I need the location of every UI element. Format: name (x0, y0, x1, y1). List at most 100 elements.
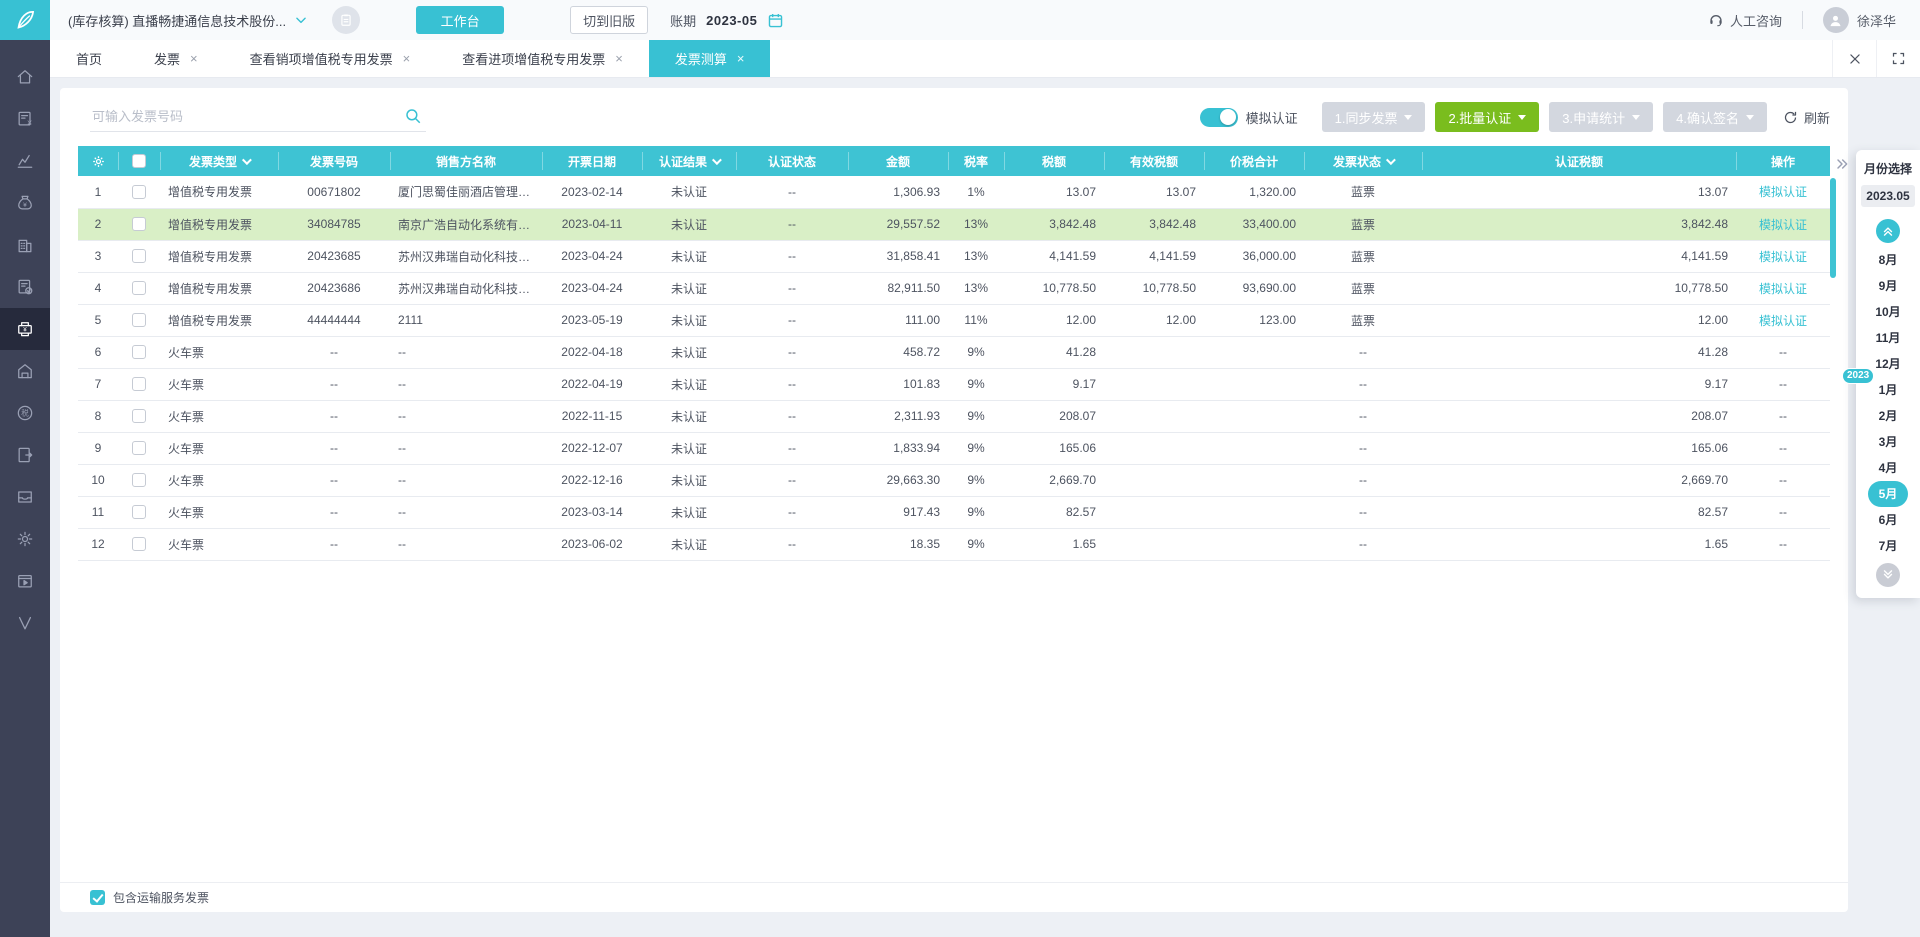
simulate-cert-link[interactable]: 模拟认证 (1758, 313, 1807, 328)
month-option-8月[interactable]: 8月 (1868, 247, 1908, 273)
sidebar-item-money-bag[interactable]: ¥ (0, 182, 50, 224)
step-button-3[interactable]: 3.申请统计 (1549, 102, 1654, 132)
calendar-icon[interactable] (767, 12, 784, 29)
step-button-1[interactable]: 1.同步发票 (1321, 102, 1426, 132)
row-checkbox[interactable] (132, 537, 146, 552)
tab-1[interactable]: 首页 (50, 40, 128, 77)
month-option-1月[interactable]: 1月 2023 (1842, 368, 1908, 403)
row-checkbox[interactable] (132, 441, 146, 456)
sort-caret-icon[interactable] (711, 154, 722, 165)
tab-2[interactable]: 发票 × (128, 40, 224, 77)
month-option-4月[interactable]: 4月 (1868, 455, 1908, 481)
month-label: 6月 (1878, 513, 1898, 527)
step-button-4[interactable]: 4.确认签名 (1663, 102, 1767, 132)
row-checkbox[interactable] (132, 473, 146, 488)
table-row-12[interactable]: 12 火车票 -- -- 2023-06-02 未认证 -- 18.35 9% 1.65 -- 1.6… (78, 528, 1830, 561)
simulate-cert-link[interactable]: 模拟认证 (1758, 217, 1807, 232)
row-checkbox[interactable] (132, 281, 146, 296)
sidebar-item-carryover[interactable] (0, 434, 50, 476)
table-scrollbar[interactable] (1830, 178, 1836, 278)
sidebar-item-inbox[interactable] (0, 476, 50, 518)
search-icon[interactable] (404, 107, 422, 125)
month-option-10月[interactable]: 10月 (1868, 299, 1908, 325)
select-all-header[interactable] (118, 146, 160, 176)
sort-caret-icon[interactable] (241, 154, 252, 165)
cell-valid-tax: 4,141.59 (1104, 240, 1204, 273)
header-invoice-status[interactable]: 发票状态 (1304, 146, 1422, 176)
select-all-checkbox[interactable] (132, 154, 146, 169)
table-row-2[interactable]: 2 增值税专用发票34084785南京广浩自动化系统有限责任公司2023-04-1… (78, 208, 1830, 241)
row-checkbox[interactable] (132, 313, 146, 328)
cell-cert-result: 未认证 (642, 176, 736, 209)
row-checkbox[interactable] (132, 185, 146, 200)
scroll-months-up-icon[interactable] (1876, 219, 1900, 243)
simulate-cert-link[interactable]: 模拟认证 (1758, 249, 1807, 264)
tab-close-icon[interactable]: × (402, 51, 411, 66)
table-row-6[interactable]: 6 火车票 -- -- 2022-04-18 未认证 -- 458.72 9% 41.28 -- 41… (78, 336, 1830, 369)
tab-close-icon[interactable]: × (190, 51, 198, 66)
tab-5[interactable]: 发票测算 × (648, 40, 771, 77)
table-row-9[interactable]: 9 火车票 -- -- 2022-12-07 未认证 -- 1,833.94 9% 165.06-… (78, 432, 1830, 465)
invoice-number-search-input[interactable] (90, 102, 426, 132)
refresh-button[interactable]: 刷新 (1783, 108, 1830, 127)
row-checkbox[interactable] (132, 249, 146, 264)
month-option-2月[interactable]: 2月 (1868, 403, 1908, 429)
simulate-cert-link[interactable]: 模拟认证 (1758, 185, 1807, 200)
sidebar-item-gear[interactable] (0, 518, 50, 560)
table-row-7[interactable]: 7 火车票 -- -- 2022-04-19 未认证 -- 101.83 9% 9.17 -- 9.1… (78, 368, 1830, 401)
step-button-2[interactable]: 2.批量认证 (1435, 102, 1540, 132)
user-menu[interactable]: 徐泽华 (1822, 7, 1896, 33)
header-invoice-type[interactable]: 发票类型 (160, 146, 278, 176)
sort-caret-icon[interactable] (1385, 154, 1396, 165)
app-logo[interactable] (0, 0, 50, 40)
month-option-6月[interactable]: 6月 (1868, 507, 1908, 533)
month-option-12月[interactable]: 12月 (1868, 351, 1908, 377)
sidebar-item-invoice-print[interactable]: ¥ (0, 308, 50, 350)
table-row-5[interactable]: 5 增值税专用发票 44444444 2111 2023-05-19 未认证 -- 111.0… (78, 304, 1830, 337)
table-row-10[interactable]: 10 火车票 -- -- 2022-12-16 未认证 -- 29,663.30 9% 2,669… (78, 464, 1830, 497)
row-checkbox[interactable] (132, 345, 146, 360)
row-checkbox[interactable] (132, 377, 146, 392)
human-support-button[interactable]: 人工咨询 (1708, 11, 1782, 30)
column-settings-header[interactable] (78, 146, 118, 176)
row-checkbox[interactable] (132, 409, 146, 424)
table-row-11[interactable]: 11 火车票 -- -- 2023-03-14 未认证 -- 917.43 9% 82.57 -- 8… (78, 496, 1830, 529)
row-checkbox[interactable] (132, 217, 146, 232)
month-option-9月[interactable]: 9月 (1868, 273, 1908, 299)
month-option-7月[interactable]: 7月 (1868, 533, 1908, 559)
table-row-8[interactable]: 8 火车票 -- -- 2022-11-15 未认证 -- 2,311.93 9% 208.07-… (78, 400, 1830, 433)
sidebar-item-v-logo[interactable] (0, 602, 50, 644)
simulate-cert-toggle[interactable] (1199, 107, 1238, 127)
sidebar-item-voucher[interactable]: ¥ (0, 98, 50, 140)
tab-close-icon[interactable]: × (615, 51, 623, 66)
month-option-5月[interactable]: 5月 (1868, 481, 1908, 507)
table-row-3[interactable]: 3 增值税专用发票20423685苏州汉弗瑞自动化科技有限公司2023-04-24… (78, 240, 1830, 273)
clipboard-badge-icon[interactable] (332, 6, 361, 34)
month-option-11月[interactable]: 11月 (1868, 325, 1908, 351)
table-row-4[interactable]: 4 增值税专用发票20423686苏州汉弗瑞自动化科技有限公司2023-04-24… (78, 272, 1830, 305)
tab-4[interactable]: 查看进项增值税专用发票 × (436, 40, 649, 77)
header-cert-result[interactable]: 认证结果 (642, 146, 736, 176)
month-label: 1月 (1878, 383, 1898, 397)
sidebar-item-video[interactable] (0, 560, 50, 602)
tab-close-icon[interactable]: × (736, 51, 745, 66)
sidebar-item-home[interactable] (0, 56, 50, 98)
close-all-tabs-icon[interactable] (1832, 40, 1876, 77)
fullscreen-icon[interactable] (1876, 40, 1920, 77)
sidebar-item-tax[interactable]: 税 (0, 392, 50, 434)
table-row-1[interactable]: 1 增值税专用发票00671802厦门思蜀佳丽酒店管理有限公司2023-02-14… (78, 176, 1830, 209)
switch-old-version-button[interactable]: 切到旧版 (570, 6, 649, 34)
include-transport-checkbox[interactable] (90, 890, 105, 905)
tab-3[interactable]: 查看销项增值税专用发票 × (224, 40, 437, 77)
workbench-button[interactable]: 工作台 (416, 6, 505, 34)
row-checkbox[interactable] (132, 505, 146, 520)
month-option-3月[interactable]: 3月 (1868, 429, 1908, 455)
sidebar-item-warehouse[interactable] (0, 350, 50, 392)
sidebar-item-chart[interactable] (0, 140, 50, 182)
company-selector[interactable]: (库存核算) 直播畅捷通信息技术股份... (68, 11, 308, 30)
sidebar-item-company[interactable] (0, 224, 50, 266)
simulate-cert-link[interactable]: 模拟认证 (1758, 281, 1807, 296)
scroll-months-down-icon[interactable] (1876, 563, 1900, 587)
collapse-month-panel-icon[interactable] (1834, 156, 1850, 172)
sidebar-item-report-check[interactable] (0, 266, 50, 308)
